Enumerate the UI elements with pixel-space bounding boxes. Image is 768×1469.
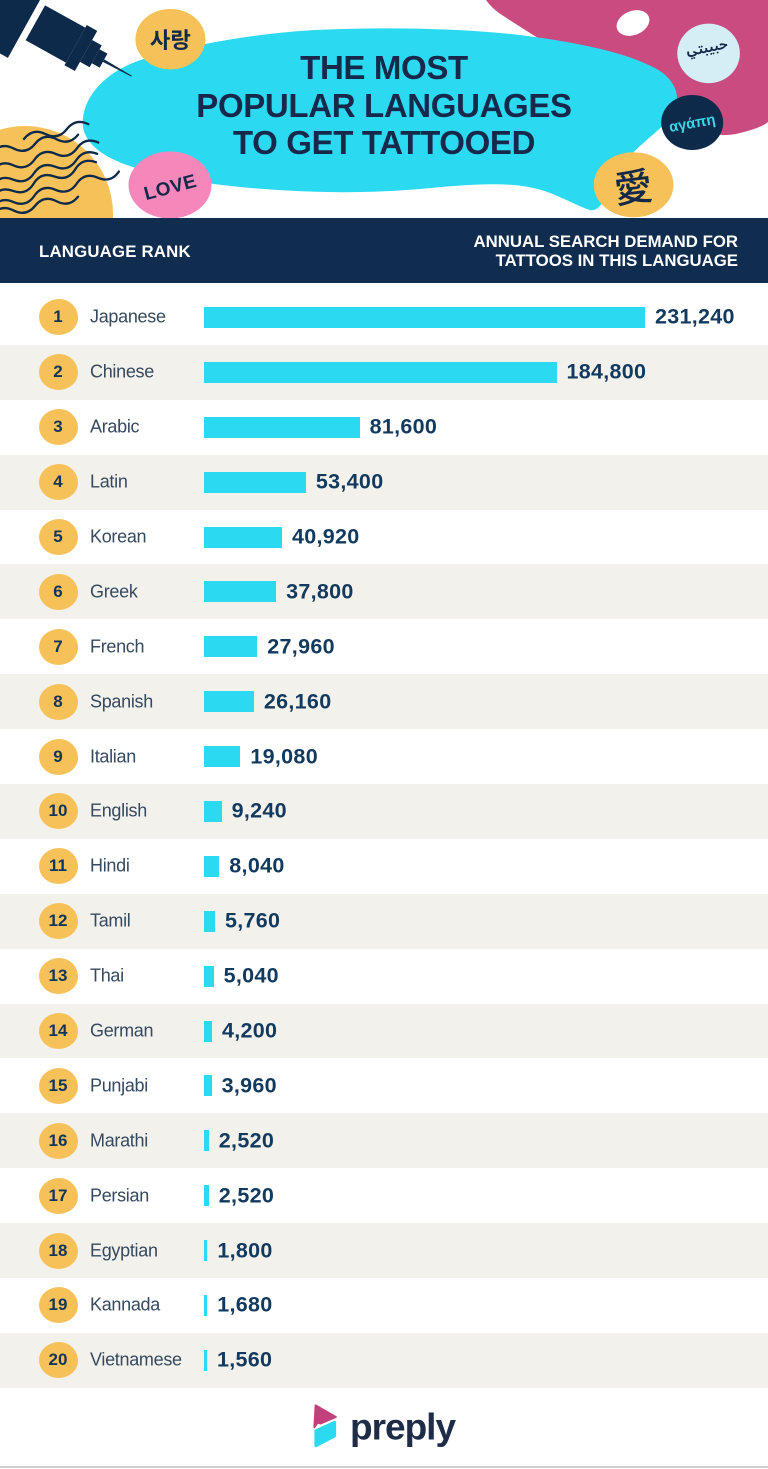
svg-text:preply: preply: [350, 1407, 456, 1448]
